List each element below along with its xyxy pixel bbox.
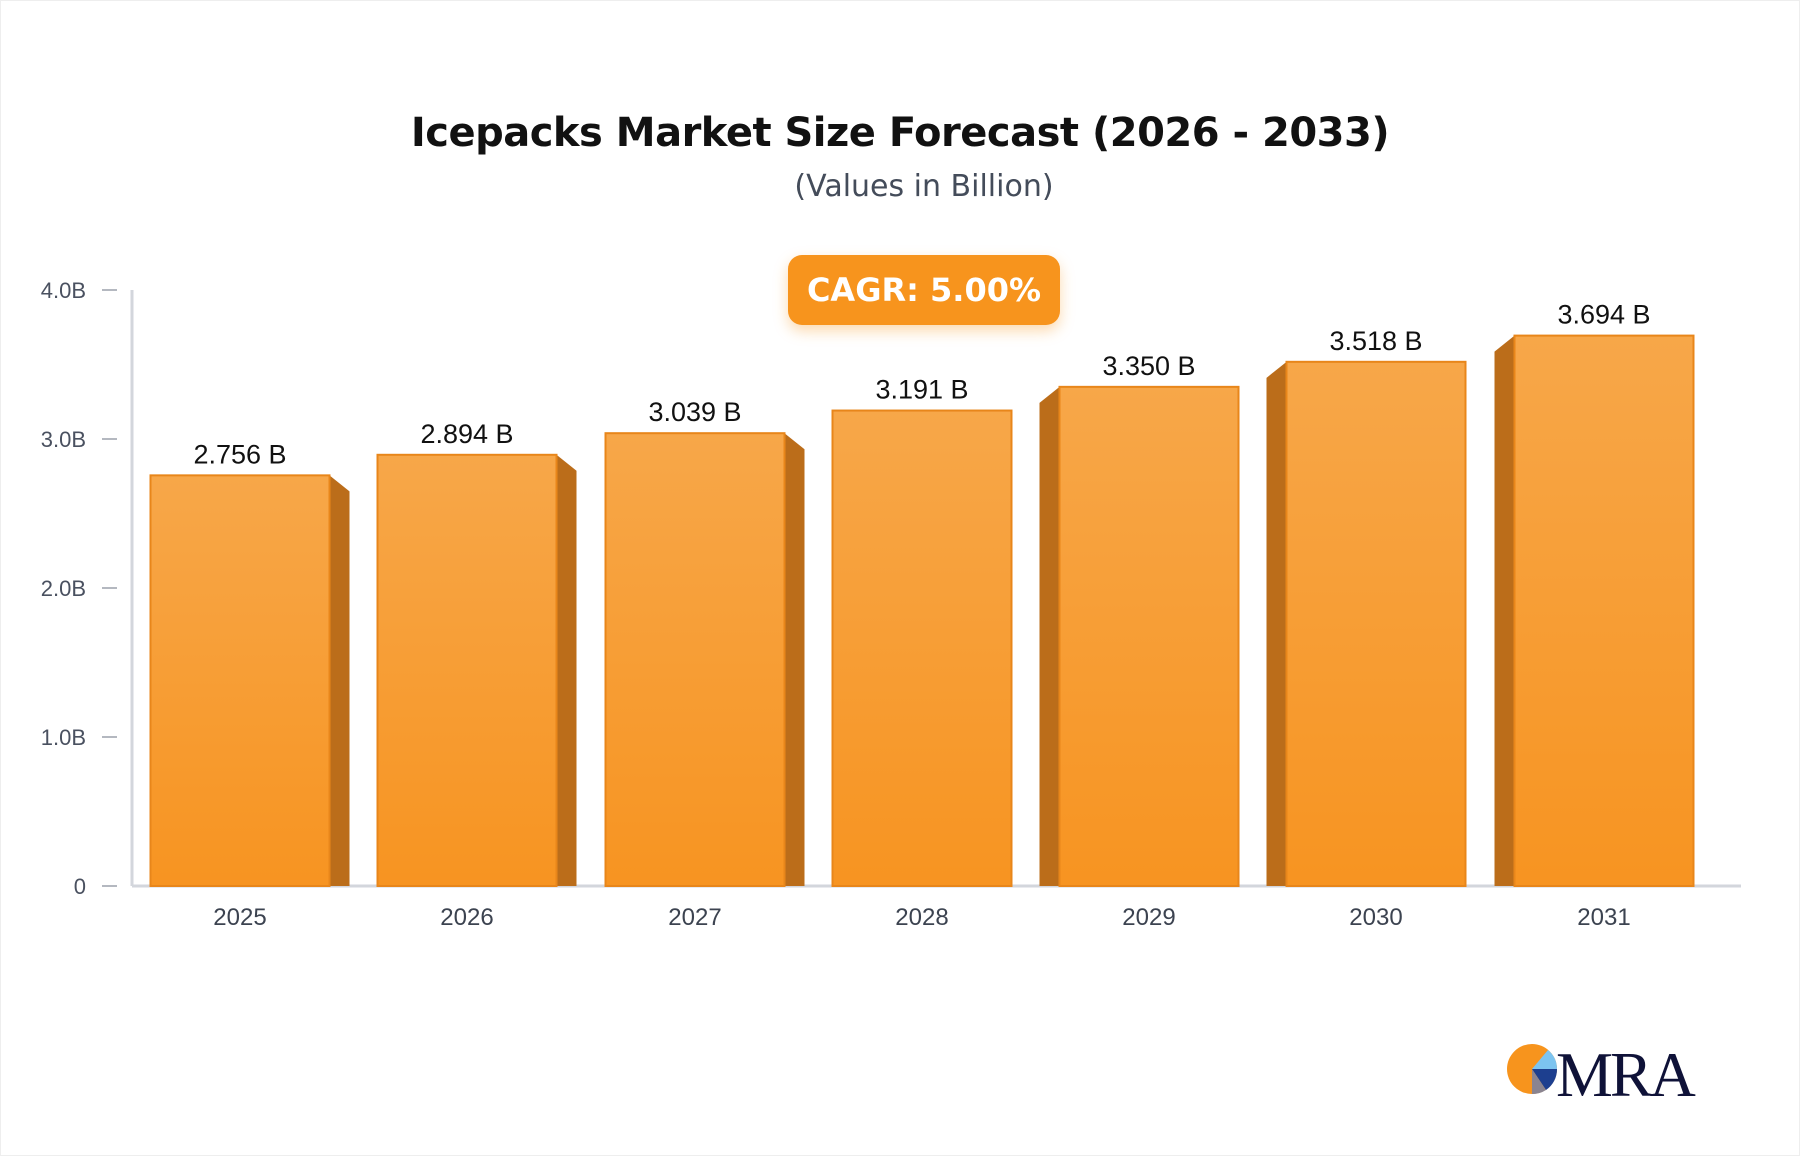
- x-tick-label: 2028: [895, 904, 948, 931]
- bar-side: [1494, 335, 1515, 886]
- bar-side: [1039, 386, 1060, 886]
- bar: [604, 432, 786, 887]
- data-label: 3.191 B: [875, 375, 968, 405]
- data-label: 2.894 B: [420, 419, 513, 449]
- data-label: 3.350 B: [1102, 351, 1195, 381]
- cagr-badge: CAGR: 5.00%: [788, 255, 1060, 325]
- data-label: 3.518 B: [1329, 326, 1422, 356]
- bar-side: [329, 475, 350, 886]
- x-tick-label: 2025: [213, 904, 266, 931]
- bar: [376, 453, 558, 887]
- bar-side: [1266, 361, 1287, 886]
- bar: [1285, 360, 1467, 887]
- bar-group: 2.756 B 2025: [149, 439, 350, 931]
- data-label: 3.694 B: [1557, 300, 1650, 330]
- x-tick-label: 2027: [668, 904, 721, 931]
- bar-group: 3.518 B 2030: [1266, 326, 1467, 931]
- mra-logo: MRA: [1506, 1039, 1696, 1110]
- y-tick-label: 0: [74, 874, 86, 899]
- x-tick-label: 2029: [1122, 904, 1175, 931]
- logo-text: MRA: [1556, 1039, 1696, 1110]
- y-tick-label: 1.0B: [41, 725, 86, 750]
- bar: [1513, 334, 1695, 887]
- x-tick-label: 2030: [1349, 904, 1402, 931]
- bar-side: [556, 454, 577, 886]
- bar: [149, 474, 331, 887]
- pie-logo-icon: [1507, 1044, 1558, 1095]
- y-tick-label: 2.0B: [41, 576, 86, 601]
- bar-group: 2.894 B 2026: [376, 419, 577, 931]
- chart-title: Icepacks Market Size Forecast (2026 - 20…: [410, 110, 1390, 156]
- data-label: 2.756 B: [193, 439, 286, 469]
- bar: [1058, 385, 1240, 887]
- x-tick-label: 2026: [440, 904, 493, 931]
- bar-group: 3.191 B 2028: [831, 375, 1013, 931]
- chart-subtitle: (Values in Billion): [794, 169, 1054, 204]
- bar-group: 3.350 B 2029: [1039, 351, 1240, 931]
- y-tick-label: 3.0B: [41, 427, 86, 452]
- y-tick-label: 4.0B: [41, 278, 86, 303]
- bar-group: 3.039 B 2027: [604, 397, 805, 931]
- data-label: 3.039 B: [648, 397, 741, 427]
- x-tick-label: 2031: [1577, 904, 1630, 931]
- bar-group: 3.694 B 2031: [1494, 300, 1695, 931]
- bar-side: [784, 433, 805, 886]
- bar: [831, 409, 1013, 887]
